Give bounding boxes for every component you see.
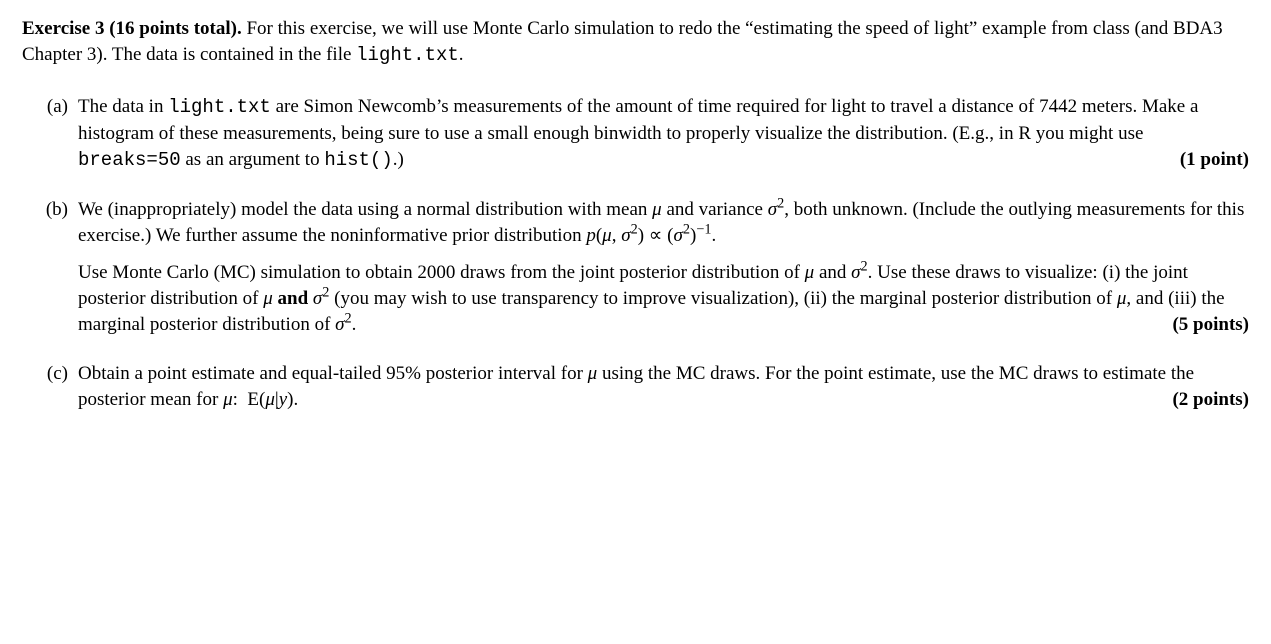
b-p2-t2: and [814,262,851,283]
a-code-hist: hist() [324,149,392,171]
c-mu-1: μ [588,363,598,384]
b-and-bold: and [278,288,309,309]
part-a-body: The data in light.txt are Simon Newcomb’… [78,94,1249,173]
b2-mu-2: μ [263,288,273,309]
intro-text-2: . [459,44,464,65]
c-y: y [279,389,287,410]
part-c-label: (c) [22,361,78,412]
intro-filename: light.txt [356,44,459,66]
b2-sigma-1: σ [851,262,860,283]
prior-neg1: −1 [696,222,711,238]
part-c-body: Obtain a point estimate and equal-tailed… [78,361,1249,412]
prior-sigma2-sq: 2 [683,222,690,238]
part-c: (c) Obtain a point estimate and equal-ta… [22,361,1249,412]
sigma-symbol: σ [768,199,777,220]
b-points: (5 points) [1172,312,1249,338]
exercise-intro: Exercise 3 (16 points total). For this e… [22,16,1249,68]
prior-close: ) ∝ ( [638,225,674,246]
mu-symbol: μ [652,199,662,220]
prior-sigma-sq: 2 [631,222,638,238]
part-b: (b) We (inappropriately) model the data … [22,197,1249,337]
b-para-2: Use Monte Carlo (MC) simulation to obtai… [78,260,1249,337]
b2-sigma-1-sq: 2 [861,260,868,275]
prior-comma: , [612,225,622,246]
part-a: (a) The data in light.txt are Simon Newc… [22,94,1249,173]
c-mu-2: μ [223,389,233,410]
prior-sigma: σ [621,225,630,246]
a-points: (1 point) [1180,147,1249,173]
a-text-1: The data in [78,96,168,117]
b-p1-t1: We (inappropriately) model the data usin… [78,199,652,220]
a-code-breaks: breaks=50 [78,149,181,171]
part-b-label: (b) [22,197,78,337]
part-b-body: We (inappropriately) model the data usin… [78,197,1249,337]
b2-mu-1: μ [805,262,815,283]
exercise-title: Exercise 3 (16 points total). [22,18,242,39]
prior-mu: μ [602,225,612,246]
b2-sigma-3-sq: 2 [345,310,352,326]
prior-end: . [711,225,716,246]
c-t3: : E( [233,389,266,410]
a-text-4: .) [393,149,404,170]
b2-sigma-3: σ [335,314,344,335]
c-mu-3: μ [265,389,275,410]
b2-sigma-2: σ [313,288,322,309]
b-p2-t1: Use Monte Carlo (MC) simulation to obtai… [78,262,805,283]
part-a-label: (a) [22,94,78,173]
b2-mu-3: μ [1117,288,1127,309]
a-filename: light.txt [168,96,271,118]
b-para-1: We (inappropriately) model the data usin… [78,197,1249,248]
a-text-3: as an argument to [181,149,325,170]
b-p1-t2: and variance [662,199,768,220]
c-points: (2 points) [1172,387,1249,413]
b-p2-t4: (you may wish to use transparency to imp… [329,288,1116,309]
prior-sigma2: σ [673,225,682,246]
prior-p: p [586,225,596,246]
c-t1: Obtain a point estimate and equal-tailed… [78,363,588,384]
b-p2-t6: . [352,314,357,335]
c-t4: ). [287,389,298,410]
